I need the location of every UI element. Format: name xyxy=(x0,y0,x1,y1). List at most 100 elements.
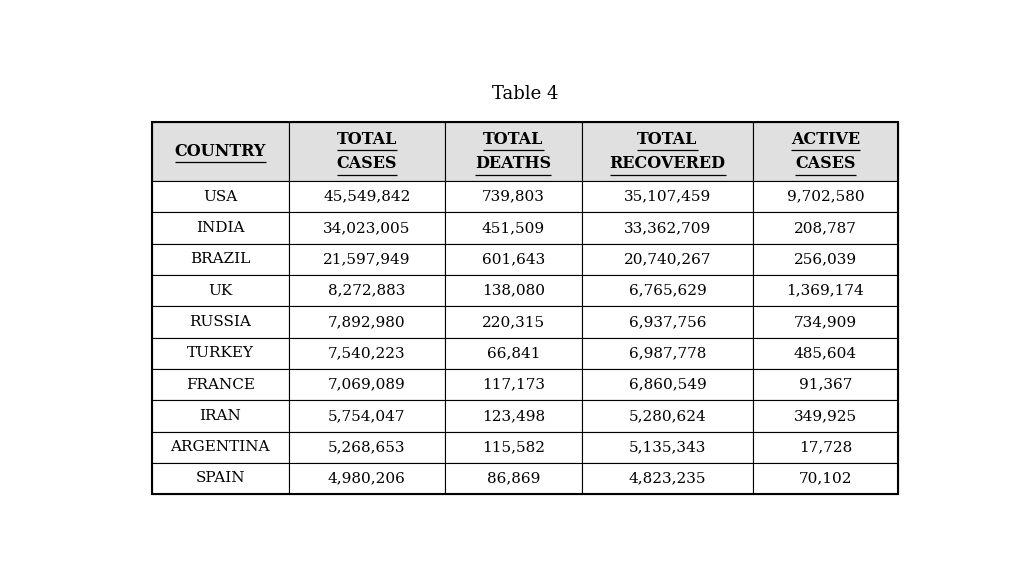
Text: TOTAL: TOTAL xyxy=(637,131,697,147)
Text: CASES: CASES xyxy=(796,155,856,172)
Text: 8,272,883: 8,272,883 xyxy=(328,284,406,298)
Text: TURKEY: TURKEY xyxy=(186,346,254,360)
Text: 208,787: 208,787 xyxy=(794,221,857,235)
Bar xyxy=(444,400,582,432)
Bar xyxy=(444,369,582,400)
Bar xyxy=(289,181,444,212)
Bar xyxy=(582,337,754,369)
Bar xyxy=(289,337,444,369)
Text: USA: USA xyxy=(203,190,238,203)
Text: 115,582: 115,582 xyxy=(482,440,545,454)
Bar xyxy=(754,212,898,244)
Text: 256,039: 256,039 xyxy=(794,252,857,266)
Text: 485,604: 485,604 xyxy=(794,346,857,360)
Text: COUNTRY: COUNTRY xyxy=(175,143,266,160)
Text: 6,987,778: 6,987,778 xyxy=(629,346,707,360)
Text: Table 4: Table 4 xyxy=(492,85,558,103)
Text: 33,362,709: 33,362,709 xyxy=(624,221,711,235)
Text: 9,702,580: 9,702,580 xyxy=(786,190,864,203)
Bar xyxy=(444,463,582,494)
Text: CASES: CASES xyxy=(337,155,397,172)
Bar xyxy=(289,463,444,494)
Bar xyxy=(582,306,754,337)
Text: UK: UK xyxy=(208,284,232,298)
Bar xyxy=(582,122,754,181)
Bar xyxy=(289,432,444,463)
Bar xyxy=(444,122,582,181)
Text: 4,823,235: 4,823,235 xyxy=(629,471,707,485)
Text: 123,498: 123,498 xyxy=(482,409,545,423)
Bar xyxy=(754,337,898,369)
Bar xyxy=(754,122,898,181)
Text: 7,069,089: 7,069,089 xyxy=(328,377,406,392)
Bar xyxy=(289,400,444,432)
Text: INDIA: INDIA xyxy=(196,221,245,235)
Bar xyxy=(582,400,754,432)
Text: 601,643: 601,643 xyxy=(481,252,545,266)
Text: 734,909: 734,909 xyxy=(794,315,857,329)
Text: 4,980,206: 4,980,206 xyxy=(328,471,406,485)
Text: ARGENTINA: ARGENTINA xyxy=(171,440,270,454)
Bar xyxy=(582,212,754,244)
Text: 17,728: 17,728 xyxy=(799,440,852,454)
Text: 70,102: 70,102 xyxy=(799,471,852,485)
Bar xyxy=(152,400,289,432)
Bar xyxy=(582,275,754,306)
Text: 138,080: 138,080 xyxy=(482,284,545,298)
Text: 6,860,549: 6,860,549 xyxy=(629,377,707,392)
Text: FRANCE: FRANCE xyxy=(185,377,255,392)
Bar xyxy=(289,275,444,306)
Bar xyxy=(152,212,289,244)
Text: BRAZIL: BRAZIL xyxy=(190,252,251,266)
Bar xyxy=(152,275,289,306)
Text: IRAN: IRAN xyxy=(200,409,242,423)
Text: TOTAL: TOTAL xyxy=(483,131,544,147)
Text: 35,107,459: 35,107,459 xyxy=(624,190,711,203)
Bar xyxy=(582,244,754,275)
Bar xyxy=(754,244,898,275)
Bar xyxy=(582,181,754,212)
Bar xyxy=(582,432,754,463)
Bar xyxy=(152,337,289,369)
Text: 45,549,842: 45,549,842 xyxy=(324,190,411,203)
Text: 739,803: 739,803 xyxy=(482,190,545,203)
Text: 20,740,267: 20,740,267 xyxy=(624,252,712,266)
Bar xyxy=(754,400,898,432)
Text: TOTAL: TOTAL xyxy=(337,131,397,147)
Bar xyxy=(444,275,582,306)
Text: 91,367: 91,367 xyxy=(799,377,852,392)
Bar xyxy=(444,432,582,463)
Text: 349,925: 349,925 xyxy=(794,409,857,423)
Bar xyxy=(289,306,444,337)
Bar xyxy=(444,306,582,337)
Bar xyxy=(754,463,898,494)
Text: 451,509: 451,509 xyxy=(482,221,545,235)
Text: 117,173: 117,173 xyxy=(482,377,545,392)
Bar xyxy=(444,337,582,369)
Bar xyxy=(444,244,582,275)
Bar xyxy=(754,369,898,400)
Bar xyxy=(582,463,754,494)
Text: 5,135,343: 5,135,343 xyxy=(629,440,707,454)
Text: 34,023,005: 34,023,005 xyxy=(324,221,411,235)
Bar xyxy=(754,432,898,463)
Bar xyxy=(152,369,289,400)
Text: 6,937,756: 6,937,756 xyxy=(629,315,707,329)
Text: 6,765,629: 6,765,629 xyxy=(629,284,707,298)
Bar xyxy=(289,369,444,400)
Text: 7,540,223: 7,540,223 xyxy=(328,346,406,360)
Text: 7,892,980: 7,892,980 xyxy=(328,315,406,329)
Bar xyxy=(152,306,289,337)
Bar xyxy=(152,244,289,275)
Bar xyxy=(152,122,289,181)
Text: 5,268,653: 5,268,653 xyxy=(328,440,406,454)
Text: SPAIN: SPAIN xyxy=(196,471,245,485)
Bar xyxy=(582,369,754,400)
Text: ACTIVE: ACTIVE xyxy=(791,131,860,147)
Bar xyxy=(289,244,444,275)
Text: 5,280,624: 5,280,624 xyxy=(629,409,707,423)
Bar xyxy=(754,181,898,212)
Bar xyxy=(754,275,898,306)
Text: 1,369,174: 1,369,174 xyxy=(786,284,864,298)
Text: RECOVERED: RECOVERED xyxy=(609,155,726,172)
